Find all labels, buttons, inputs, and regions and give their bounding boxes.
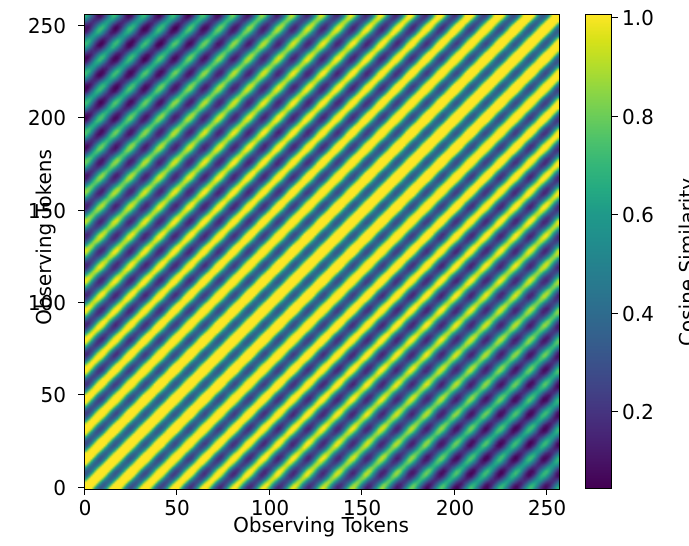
colorbar-tick-mark-0.4 (612, 313, 618, 315)
colorbar-tick-mark-0.6 (612, 214, 618, 216)
y-tick-label-250: 250 (27, 14, 66, 38)
x-tick-label-150: 150 (342, 496, 382, 520)
colorbar-tick-label-0.4: 0.4 (622, 302, 654, 326)
y-tick-label-100: 100 (27, 291, 66, 315)
y-tick-mark-150 (78, 210, 84, 212)
x-tick-label-0: 0 (78, 496, 92, 520)
colorbar-tick-label-0.6: 0.6 (622, 203, 654, 227)
y-tick-label-150: 150 (27, 199, 66, 223)
colorbar-tick-mark-0.8 (612, 116, 618, 118)
y-tick-mark-250 (78, 25, 84, 27)
x-tick-mark-50 (176, 489, 178, 495)
x-tick-mark-250 (546, 489, 548, 495)
colorbar-tick-mark-0.2 (612, 411, 618, 413)
colorbar (585, 14, 612, 489)
y-tick-mark-0 (78, 487, 84, 489)
colorbar-label: Cosine Similarity (675, 177, 689, 347)
y-tick-label-50: 50 (40, 383, 66, 407)
x-tick-label-250: 250 (527, 496, 567, 520)
y-tick-label-0: 0 (53, 476, 66, 500)
x-tick-mark-150 (361, 489, 363, 495)
y-axis-label: Observing Tokens (32, 149, 56, 325)
y-tick-mark-100 (78, 302, 84, 304)
x-tick-mark-100 (269, 489, 271, 495)
heatmap-axes (84, 14, 560, 490)
x-tick-label-200: 200 (435, 496, 475, 520)
colorbar-tick-label-0.2: 0.2 (622, 400, 654, 424)
colorbar-gradient (586, 15, 611, 488)
colorbar-tick-mark-1.0 (612, 17, 618, 19)
x-tick-label-100: 100 (250, 496, 290, 520)
y-tick-mark-200 (78, 117, 84, 119)
colorbar-tick-label-1.0: 1.0 (622, 6, 654, 30)
y-tick-label-200: 200 (27, 106, 66, 130)
y-tick-mark-50 (78, 394, 84, 396)
heatmap-image (85, 15, 559, 489)
x-axis-label: Observing Tokens (233, 513, 409, 537)
x-tick-label-50: 50 (164, 496, 190, 520)
x-tick-mark-0 (84, 489, 86, 495)
colorbar-tick-label-0.8: 0.8 (622, 105, 654, 129)
x-tick-mark-200 (454, 489, 456, 495)
